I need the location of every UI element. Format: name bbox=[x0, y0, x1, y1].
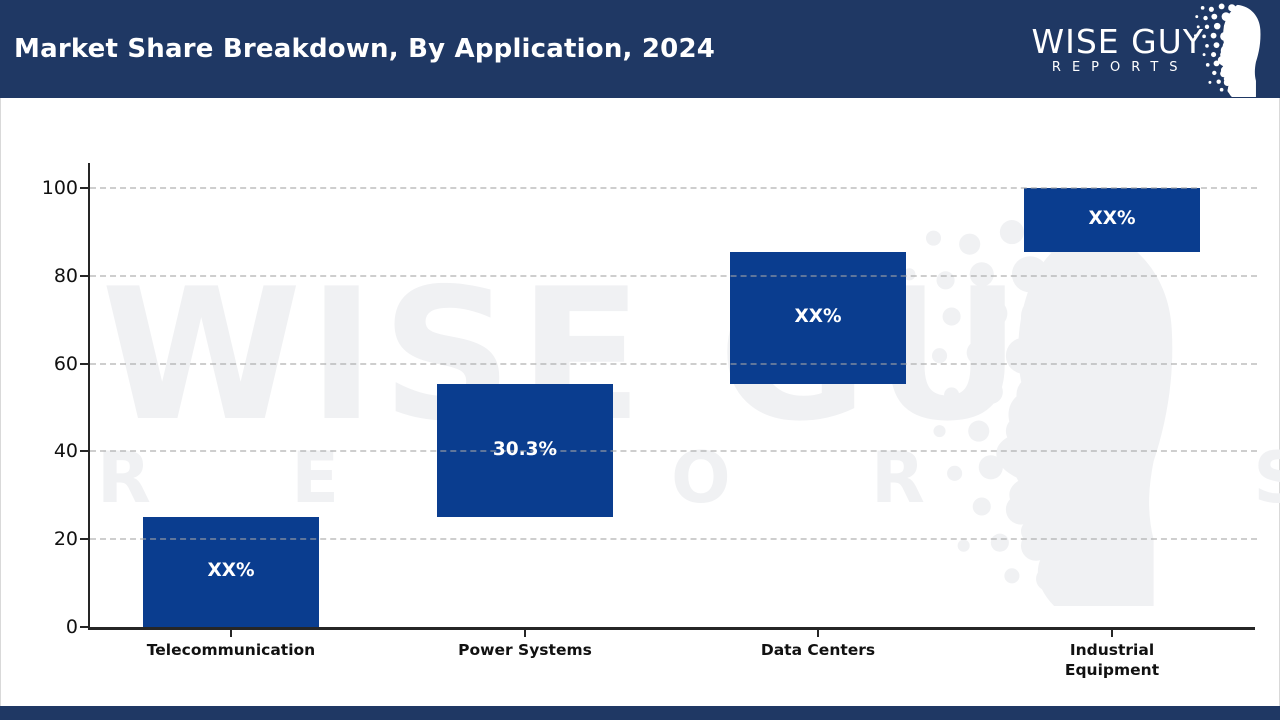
header-bar: Market Share Breakdown, By Application, … bbox=[0, 0, 1280, 98]
y-tick-label: 60 bbox=[53, 352, 78, 375]
gridline bbox=[90, 274, 1257, 277]
y-tick-label: 100 bbox=[41, 177, 78, 199]
bar-value-label: XX% bbox=[1088, 207, 1136, 229]
face-profile-icon bbox=[1193, 2, 1261, 97]
y-tick bbox=[80, 450, 88, 453]
y-tick-label: 0 bbox=[65, 616, 78, 638]
logo-text: WISE GUY REPORTS bbox=[1031, 25, 1204, 74]
x-tick-label: Data Centers bbox=[760, 641, 876, 659]
x-tick bbox=[524, 628, 526, 637]
x-tick bbox=[817, 628, 819, 637]
x-tick-label: Telecommunication bbox=[146, 641, 316, 659]
gridline bbox=[90, 538, 1257, 541]
bar-value-label: XX% bbox=[794, 305, 842, 327]
logo-subtext: REPORTS bbox=[1051, 59, 1189, 75]
y-tick-label: 80 bbox=[53, 264, 78, 287]
watermark-face-icon bbox=[897, 220, 1173, 606]
x-axis-spine bbox=[88, 627, 1255, 630]
chart-canvas: WISE GUY R E P O R T S 0 20 40 60 80 100 XX% Te… bbox=[0, 98, 1280, 706]
x-tick-label: Industrial Equipment bbox=[1064, 641, 1160, 680]
chart-title: Market Share Breakdown, By Application, … bbox=[14, 34, 716, 64]
y-tick bbox=[80, 187, 88, 189]
y-tick bbox=[80, 626, 88, 628]
gridline bbox=[90, 450, 1257, 453]
gridline bbox=[90, 362, 1257, 365]
y-tick bbox=[80, 274, 88, 277]
bar-value-label: 30.3% bbox=[492, 438, 558, 460]
x-tick bbox=[1111, 628, 1113, 637]
x-tick-label: Power Systems bbox=[458, 641, 592, 659]
logo-wordmark: WISE GUY bbox=[1031, 21, 1204, 61]
bar bbox=[1024, 188, 1200, 252]
y-tick-label: 20 bbox=[53, 528, 78, 551]
bar-value-label: XX% bbox=[207, 560, 255, 582]
y-axis-spine bbox=[88, 163, 90, 629]
gridline bbox=[90, 187, 1257, 189]
y-tick bbox=[80, 538, 88, 541]
y-tick-label: 40 bbox=[53, 440, 78, 463]
bar bbox=[730, 251, 906, 385]
x-tick bbox=[230, 628, 232, 637]
y-tick bbox=[80, 362, 88, 365]
footer-bar bbox=[0, 706, 1280, 720]
wise-guy-reports-logo: WISE GUY REPORTS bbox=[1031, 2, 1264, 97]
bar bbox=[143, 517, 319, 627]
